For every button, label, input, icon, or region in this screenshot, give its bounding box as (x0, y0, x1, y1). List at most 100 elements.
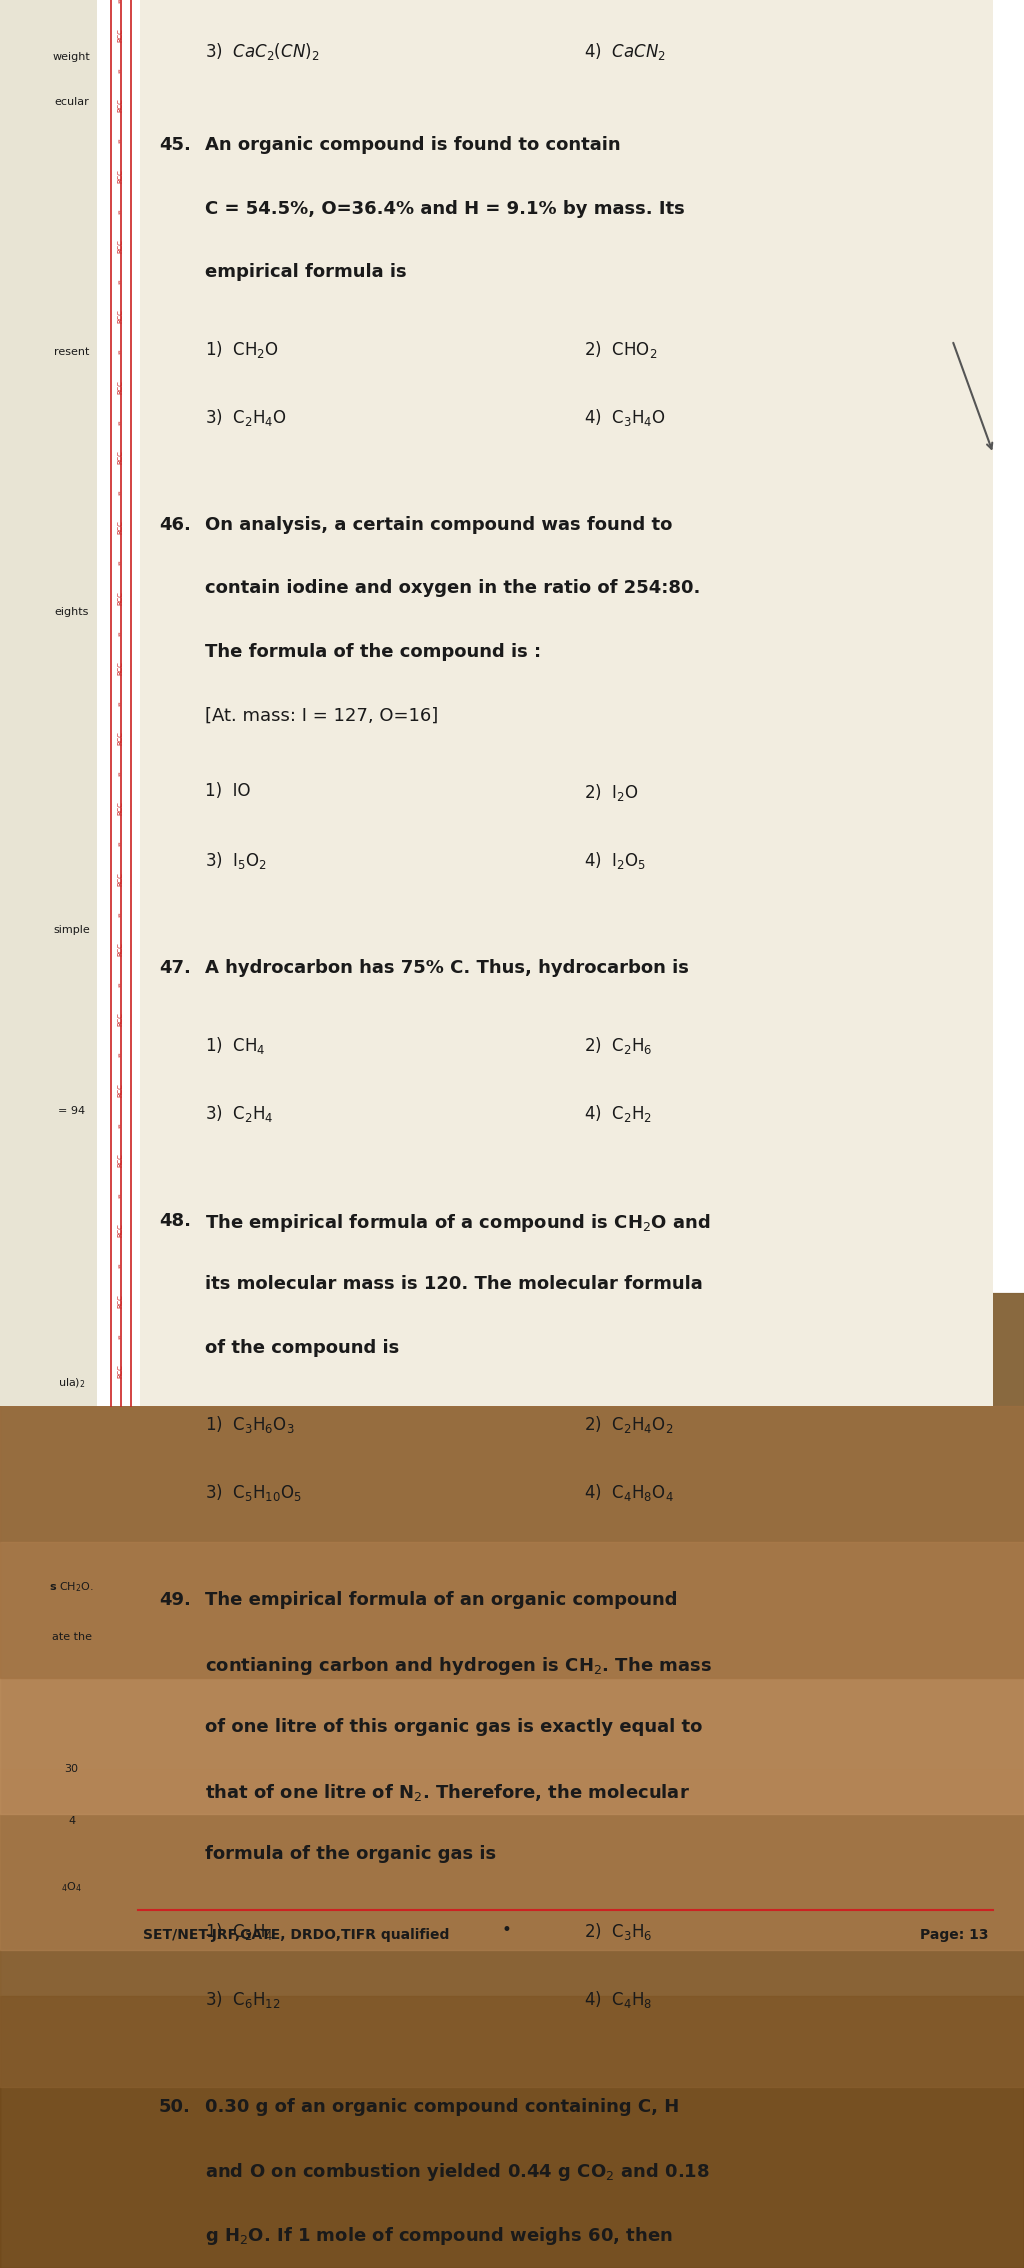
Text: weight: weight (53, 52, 90, 61)
Text: that of one litre of N$_2$. Therefore, the molecular: that of one litre of N$_2$. Therefore, t… (205, 1783, 690, 1803)
Text: of one litre of this organic gas is exactly equal to: of one litre of this organic gas is exac… (205, 1719, 702, 1737)
Text: 4)  I$_2$O$_5$: 4) I$_2$O$_5$ (584, 850, 646, 871)
Text: SET/NET-JRF,GATE, DRDO,TIFR qualified: SET/NET-JRF,GATE, DRDO,TIFR qualified (143, 1928, 450, 1941)
Text: 4)  C$_4$H$_8$O$_4$: 4) C$_4$H$_8$O$_4$ (584, 1483, 674, 1504)
Text: RCC: RCC (118, 519, 124, 535)
Text: **: ** (119, 138, 123, 143)
Text: 50.: 50. (159, 2098, 190, 2116)
Text: **: ** (119, 631, 123, 635)
Text: RCC: RCC (118, 1012, 124, 1027)
FancyBboxPatch shape (0, 1293, 1024, 2268)
Text: contain iodine and oxygen in the ratio of 254:80.: contain iodine and oxygen in the ratio o… (205, 578, 700, 596)
Text: 2)  C$_3$H$_6$: 2) C$_3$H$_6$ (584, 1921, 652, 1941)
Text: **: ** (119, 912, 123, 916)
Text: RCC: RCC (118, 379, 124, 395)
Text: 46.: 46. (159, 515, 190, 533)
Text: 49.: 49. (159, 1592, 190, 1610)
Text: 3)  $CaC_2(CN)_2$: 3) $CaC_2(CN)_2$ (205, 41, 319, 61)
Text: **: ** (119, 68, 123, 73)
Text: 3)  I$_5$O$_2$: 3) I$_5$O$_2$ (205, 850, 267, 871)
Text: 3)  C$_2$H$_4$O: 3) C$_2$H$_4$O (205, 406, 287, 429)
FancyBboxPatch shape (97, 0, 140, 1406)
Text: 48.: 48. (159, 1211, 190, 1229)
Text: **: ** (119, 701, 123, 705)
Text: and O on combustion yielded 0.44 g CO$_2$ and 0.18: and O on combustion yielded 0.44 g CO$_2… (205, 2161, 710, 2184)
Text: RCC: RCC (118, 941, 124, 957)
Text: 2)  CHO$_2$: 2) CHO$_2$ (584, 338, 657, 361)
Text: RCC: RCC (118, 1293, 124, 1309)
Text: 1)  IO: 1) IO (205, 782, 250, 801)
Text: 1)  CH$_2$O: 1) CH$_2$O (205, 338, 279, 361)
Text: $\mathbf{s}$ CH$_2$O.: $\mathbf{s}$ CH$_2$O. (49, 1581, 94, 1594)
Text: The empirical formula of an organic compound: The empirical formula of an organic comp… (205, 1592, 677, 1610)
Text: RCC: RCC (118, 308, 124, 324)
Text: On analysis, a certain compound was found to: On analysis, a certain compound was foun… (205, 515, 672, 533)
Text: 3)  C$_5$H$_{10}$O$_5$: 3) C$_5$H$_{10}$O$_5$ (205, 1483, 302, 1504)
Text: RCC: RCC (118, 168, 124, 184)
FancyBboxPatch shape (138, 0, 993, 1406)
Text: RCC: RCC (118, 801, 124, 816)
Text: 4)  C$_4$H$_8$: 4) C$_4$H$_8$ (584, 1989, 652, 2009)
Text: [At. mass: I = 127, O=16]: [At. mass: I = 127, O=16] (205, 705, 438, 723)
Text: **: ** (119, 0, 123, 2)
FancyBboxPatch shape (0, 0, 97, 1406)
Text: A hydrocarbon has 75% C. Thus, hydrocarbon is: A hydrocarbon has 75% C. Thus, hydrocarb… (205, 959, 689, 978)
Text: ula)$_2$: ula)$_2$ (58, 1377, 85, 1390)
Text: **: ** (119, 1123, 123, 1127)
Text: 4)  $CaCN_2$: 4) $CaCN_2$ (584, 41, 666, 61)
Text: RCC: RCC (118, 1222, 124, 1238)
Text: simple: simple (53, 925, 90, 934)
Text: **: ** (119, 771, 123, 776)
Text: resent: resent (54, 347, 89, 356)
Text: RCC: RCC (118, 660, 124, 676)
Text: RCC: RCC (118, 1152, 124, 1168)
Text: 2)  C$_2$H$_4$O$_2$: 2) C$_2$H$_4$O$_2$ (584, 1415, 673, 1436)
Text: g H$_2$O. If 1 mole of compound weighs 60, then: g H$_2$O. If 1 mole of compound weighs 6… (205, 2225, 673, 2248)
Text: $_4$O$_4$: $_4$O$_4$ (61, 1880, 82, 1894)
Text: 45.: 45. (159, 136, 190, 154)
Text: 2)  I$_2$O: 2) I$_2$O (584, 782, 638, 803)
Text: its molecular mass is 120. The molecular formula: its molecular mass is 120. The molecular… (205, 1275, 702, 1293)
Text: •: • (502, 1921, 512, 1939)
Text: RCC: RCC (118, 98, 124, 113)
Text: 4)  C$_2$H$_2$: 4) C$_2$H$_2$ (584, 1102, 652, 1123)
Text: 2)  C$_2$H$_6$: 2) C$_2$H$_6$ (584, 1034, 652, 1055)
Text: RCC: RCC (118, 730, 124, 746)
Text: 1)  C$_2$H$_4$: 1) C$_2$H$_4$ (205, 1921, 273, 1941)
Text: RCC: RCC (118, 449, 124, 465)
Text: contianing carbon and hydrogen is CH$_2$. The mass: contianing carbon and hydrogen is CH$_2$… (205, 1656, 712, 1676)
Text: 4)  C$_3$H$_4$O: 4) C$_3$H$_4$O (584, 406, 666, 429)
Text: **: ** (119, 1263, 123, 1268)
Text: 1)  CH$_4$: 1) CH$_4$ (205, 1034, 265, 1055)
Text: empirical formula is: empirical formula is (205, 263, 407, 281)
Text: An organic compound is found to contain: An organic compound is found to contain (205, 136, 621, 154)
Text: **: ** (119, 279, 123, 284)
Text: **: ** (119, 1052, 123, 1057)
Text: RCC: RCC (118, 1082, 124, 1098)
Text: RCC: RCC (118, 871, 124, 887)
Text: 30: 30 (65, 1765, 79, 1774)
Text: RCC: RCC (118, 238, 124, 254)
Text: formula of the organic gas is: formula of the organic gas is (205, 1846, 496, 1864)
Text: **: ** (119, 490, 123, 494)
Text: The formula of the compound is :: The formula of the compound is : (205, 642, 541, 660)
Text: **: ** (119, 420, 123, 424)
Text: 0.30 g of an organic compound containing C, H: 0.30 g of an organic compound containing… (205, 2098, 679, 2116)
Text: **: ** (119, 982, 123, 987)
Text: Page: 13: Page: 13 (920, 1928, 988, 1941)
Text: The empirical formula of a compound is CH$_2$O and: The empirical formula of a compound is C… (205, 1211, 711, 1234)
Text: RCC: RCC (118, 590, 124, 606)
Text: **: ** (119, 560, 123, 565)
Text: 3)  C$_6$H$_{12}$: 3) C$_6$H$_{12}$ (205, 1989, 281, 2009)
Text: C = 54.5%, O=36.4% and H = 9.1% by mass. Its: C = 54.5%, O=36.4% and H = 9.1% by mass.… (205, 200, 685, 218)
Text: 4: 4 (69, 1817, 75, 1826)
Text: **: ** (119, 349, 123, 354)
Text: ate the: ate the (51, 1633, 92, 1642)
Text: ecular: ecular (54, 98, 89, 107)
Text: **: ** (119, 209, 123, 213)
Text: RCC: RCC (118, 1363, 124, 1379)
Text: **: ** (119, 1193, 123, 1198)
Text: = 94: = 94 (58, 1107, 85, 1116)
Text: 1)  C$_3$H$_6$O$_3$: 1) C$_3$H$_6$O$_3$ (205, 1415, 295, 1436)
Text: eights: eights (54, 608, 89, 617)
